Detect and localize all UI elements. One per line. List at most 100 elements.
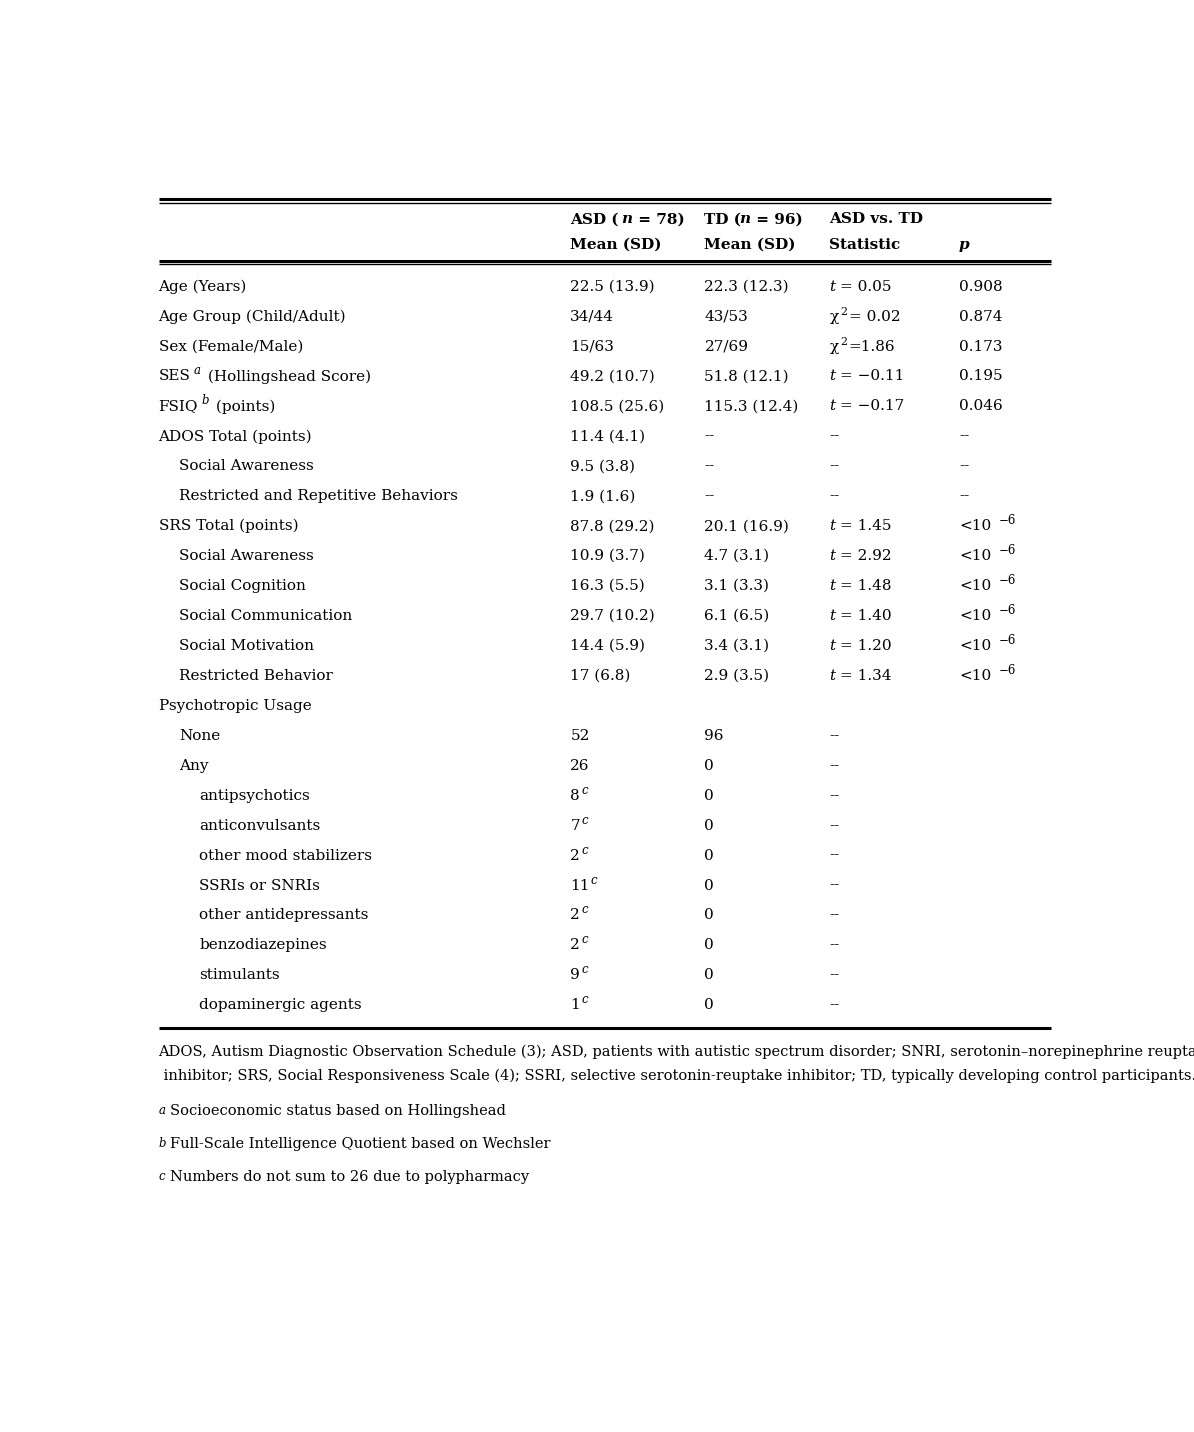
Text: Mean (SD): Mean (SD)	[571, 238, 661, 252]
Text: <10: <10	[959, 609, 991, 623]
Text: 0: 0	[704, 819, 714, 832]
Text: Any: Any	[179, 759, 209, 773]
Text: Sex (Female/Male): Sex (Female/Male)	[159, 339, 303, 354]
Text: p: p	[959, 238, 970, 252]
Text: c: c	[581, 934, 587, 947]
Text: Social Communication: Social Communication	[179, 609, 352, 623]
Text: 96: 96	[704, 729, 724, 743]
Text: = 96): = 96)	[751, 212, 802, 226]
Text: anticonvulsants: anticonvulsants	[199, 819, 320, 832]
Text: --: --	[704, 430, 715, 444]
Text: 4.7 (3.1): 4.7 (3.1)	[704, 548, 770, 563]
Text: −6: −6	[998, 664, 1016, 677]
Text: 11.4 (4.1): 11.4 (4.1)	[571, 430, 646, 444]
Text: None: None	[179, 729, 220, 743]
Text: t: t	[830, 669, 836, 683]
Text: 6.1 (6.5): 6.1 (6.5)	[704, 609, 770, 623]
Text: --: --	[830, 819, 839, 832]
Text: Age Group (Child/Adult): Age Group (Child/Adult)	[159, 309, 346, 324]
Text: 2: 2	[841, 337, 848, 347]
Text: --: --	[830, 938, 839, 952]
Text: 17 (6.8): 17 (6.8)	[571, 669, 630, 683]
Text: Social Motivation: Social Motivation	[179, 639, 314, 653]
Text: (points): (points)	[211, 400, 276, 414]
Text: benzodiazepines: benzodiazepines	[199, 938, 327, 952]
Text: Statistic: Statistic	[830, 238, 900, 252]
Text: 0.908: 0.908	[959, 279, 1003, 294]
Text: --: --	[830, 460, 839, 474]
Text: −6: −6	[998, 544, 1016, 557]
Text: 26: 26	[571, 759, 590, 773]
Text: dopaminergic agents: dopaminergic agents	[199, 998, 362, 1012]
Text: Social Awareness: Social Awareness	[179, 548, 314, 563]
Text: c: c	[581, 964, 587, 977]
Text: 49.2 (10.7): 49.2 (10.7)	[571, 369, 656, 384]
Text: <10: <10	[959, 520, 991, 533]
Text: 51.8 (12.1): 51.8 (12.1)	[704, 369, 789, 384]
Text: 0.046: 0.046	[959, 400, 1003, 414]
Text: 8: 8	[571, 789, 580, 803]
Text: <10: <10	[959, 548, 991, 563]
Text: c: c	[581, 843, 587, 856]
Text: other antidepressants: other antidepressants	[199, 908, 369, 922]
Text: --: --	[830, 430, 839, 444]
Text: t: t	[830, 279, 836, 294]
Text: --: --	[959, 460, 970, 474]
Text: = 78): = 78)	[633, 212, 685, 226]
Text: Restricted and Repetitive Behaviors: Restricted and Repetitive Behaviors	[179, 490, 457, 503]
Text: b: b	[159, 1137, 166, 1150]
Text: 34/44: 34/44	[571, 309, 614, 324]
Text: 11: 11	[571, 878, 590, 892]
Text: 115.3 (12.4): 115.3 (12.4)	[704, 400, 799, 414]
Text: 29.7 (10.2): 29.7 (10.2)	[571, 609, 656, 623]
Text: 0: 0	[704, 759, 714, 773]
Text: t: t	[830, 520, 836, 533]
Text: 1.9 (1.6): 1.9 (1.6)	[571, 490, 635, 503]
Text: = 0.02: = 0.02	[849, 309, 900, 324]
Text: 0: 0	[704, 968, 714, 982]
Text: c: c	[581, 783, 587, 796]
Text: 2: 2	[571, 849, 580, 862]
Text: --: --	[830, 968, 839, 982]
Text: 2: 2	[571, 908, 580, 922]
Text: FSIQ: FSIQ	[159, 400, 198, 414]
Text: --: --	[830, 878, 839, 892]
Text: <10: <10	[959, 579, 991, 593]
Text: SRS Total (points): SRS Total (points)	[159, 518, 298, 533]
Text: t: t	[830, 639, 836, 653]
Text: (Hollingshead Score): (Hollingshead Score)	[203, 369, 371, 384]
Text: t: t	[830, 579, 836, 593]
Text: 20.1 (16.9): 20.1 (16.9)	[704, 520, 789, 533]
Text: 14.4 (5.9): 14.4 (5.9)	[571, 639, 645, 653]
Text: stimulants: stimulants	[199, 968, 279, 982]
Text: c: c	[581, 904, 587, 916]
Text: --: --	[830, 998, 839, 1012]
Text: = 1.34: = 1.34	[841, 669, 892, 683]
Text: 2: 2	[571, 938, 580, 952]
Text: c: c	[591, 874, 597, 886]
Text: other mood stabilizers: other mood stabilizers	[199, 849, 373, 862]
Text: inhibitor; SRS, Social Responsiveness Scale (4); SSRI, selective serotonin-reupt: inhibitor; SRS, Social Responsiveness Sc…	[159, 1068, 1194, 1083]
Text: n: n	[739, 212, 750, 226]
Text: = 1.20: = 1.20	[841, 639, 892, 653]
Text: Restricted Behavior: Restricted Behavior	[179, 669, 333, 683]
Text: −6: −6	[998, 514, 1016, 527]
Text: t: t	[830, 400, 836, 414]
Text: ADOS Total (points): ADOS Total (points)	[159, 430, 312, 444]
Text: 2: 2	[841, 306, 848, 316]
Text: b: b	[202, 394, 209, 407]
Text: χ: χ	[830, 309, 838, 324]
Text: −6: −6	[998, 634, 1016, 647]
Text: = 1.45: = 1.45	[841, 520, 892, 533]
Text: = 1.40: = 1.40	[841, 609, 892, 623]
Text: 0.195: 0.195	[959, 369, 1003, 384]
Text: −6: −6	[998, 604, 1016, 617]
Text: 16.3 (5.5): 16.3 (5.5)	[571, 579, 645, 593]
Text: --: --	[830, 759, 839, 773]
Text: = −0.11: = −0.11	[841, 369, 905, 384]
Text: c: c	[581, 813, 587, 826]
Text: Mean (SD): Mean (SD)	[704, 238, 796, 252]
Text: Social Awareness: Social Awareness	[179, 460, 314, 474]
Text: =1.86: =1.86	[849, 339, 896, 354]
Text: 87.8 (29.2): 87.8 (29.2)	[571, 520, 654, 533]
